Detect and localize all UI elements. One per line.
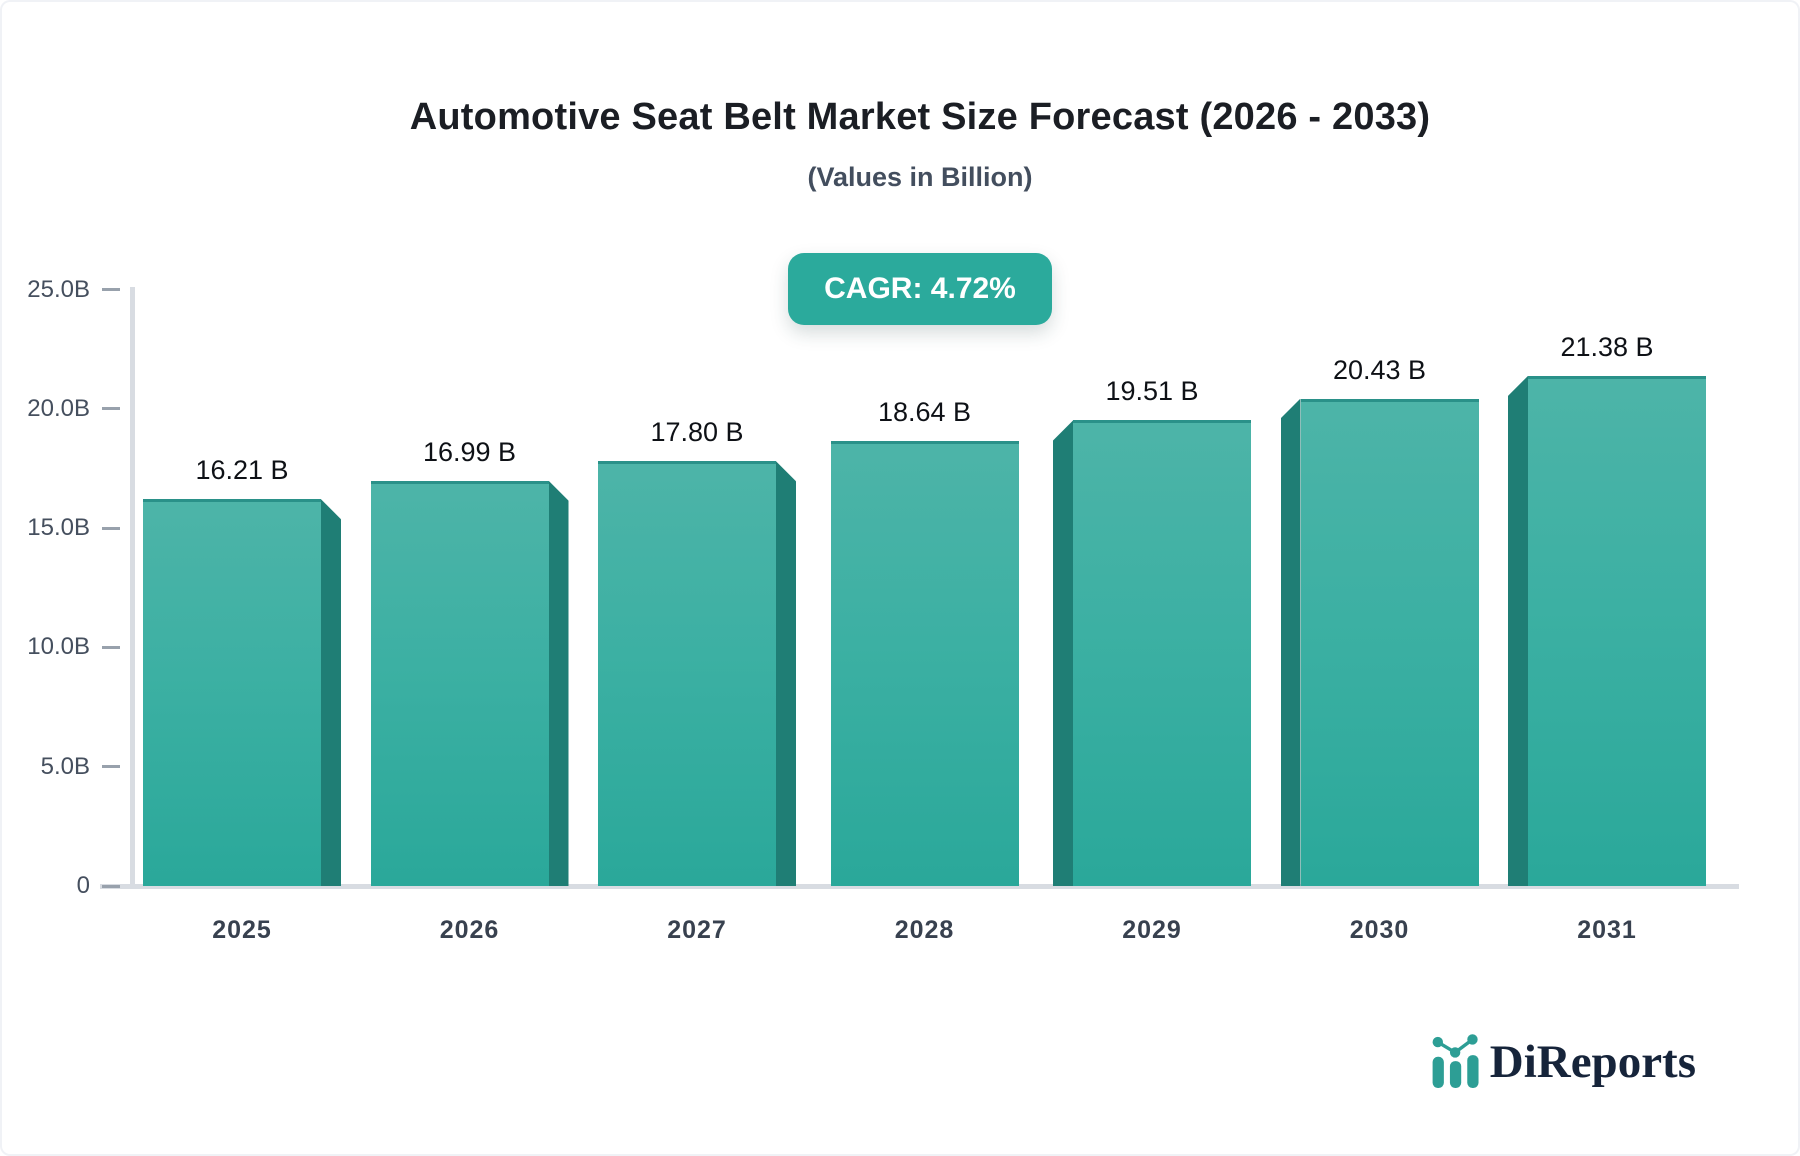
brand-logo: DiReports [1430,1032,1696,1092]
bar-2027 [598,461,776,886]
y-tick-label: 15.0B [27,514,90,542]
mini-bar-line-chart-icon [1432,1034,1479,1088]
x-axis-label-2029: 2029 [1122,916,1182,944]
x-axis-label-2025: 2025 [212,916,272,944]
y-tick-label: 0 [76,872,90,899]
y-tick-dash [102,526,120,530]
bar-value-label-2031: 21.38 B [1560,331,1654,362]
bar-2026-3d-side [548,480,569,886]
x-axis-label-2026: 2026 [439,916,500,944]
x-axis-baseline [100,884,1739,889]
bar-value-label-2029: 19.51 B [1105,376,1199,407]
bar-2029 [1073,420,1251,886]
y-tick-dash [102,645,120,649]
x-axis-label-2030: 2030 [1349,916,1410,944]
bar-value-label-2025: 16.21 B [195,455,289,486]
bar-2031 [1528,375,1706,886]
bar-2028 [830,441,1019,886]
bar-2031-3d-side [1508,375,1528,886]
bar-2027-3d-side [776,461,796,886]
chart-title: Automotive Seat Belt Market Size Forecas… [409,96,1431,138]
cagr-badge: CAGR: 4.72% [788,253,1052,325]
y-tick-dash [102,288,120,291]
bar-value-label-2030: 20.43 B [1332,354,1427,385]
chart-subtitle: (Values in Billion) [807,162,1033,192]
bar-2029-3d-side [1053,420,1073,886]
bar-2025-3d-side [321,499,341,886]
x-axis-label-2027: 2027 [667,916,727,944]
bar-value-label-2026: 16.99 B [422,436,517,467]
y-tick-label: 5.0B [40,752,90,780]
bar-2025 [143,499,321,886]
y-tick-dash [102,407,120,411]
y-tick-label: 20.0B [27,394,90,422]
bar-value-label-2028: 18.64 B [877,397,972,428]
brand-logo-text: DiReports [1489,1036,1696,1088]
bar-value-label-2027: 17.80 B [650,417,744,448]
y-tick-label: 25.0B [27,275,90,303]
y-tick-dash [102,884,120,888]
y-tick-dash [102,765,120,769]
x-axis-label-2028: 2028 [894,916,955,944]
y-axis-line [130,287,135,888]
y-tick-label: 10.0B [27,633,90,661]
bar-2026 [370,480,549,886]
bar-2030-3d-side [1280,398,1301,886]
cagr-badge-label: CAGR: 4.72% [824,272,1016,305]
bar-2030 [1300,398,1479,886]
x-axis-label-2031: 2031 [1577,916,1637,944]
